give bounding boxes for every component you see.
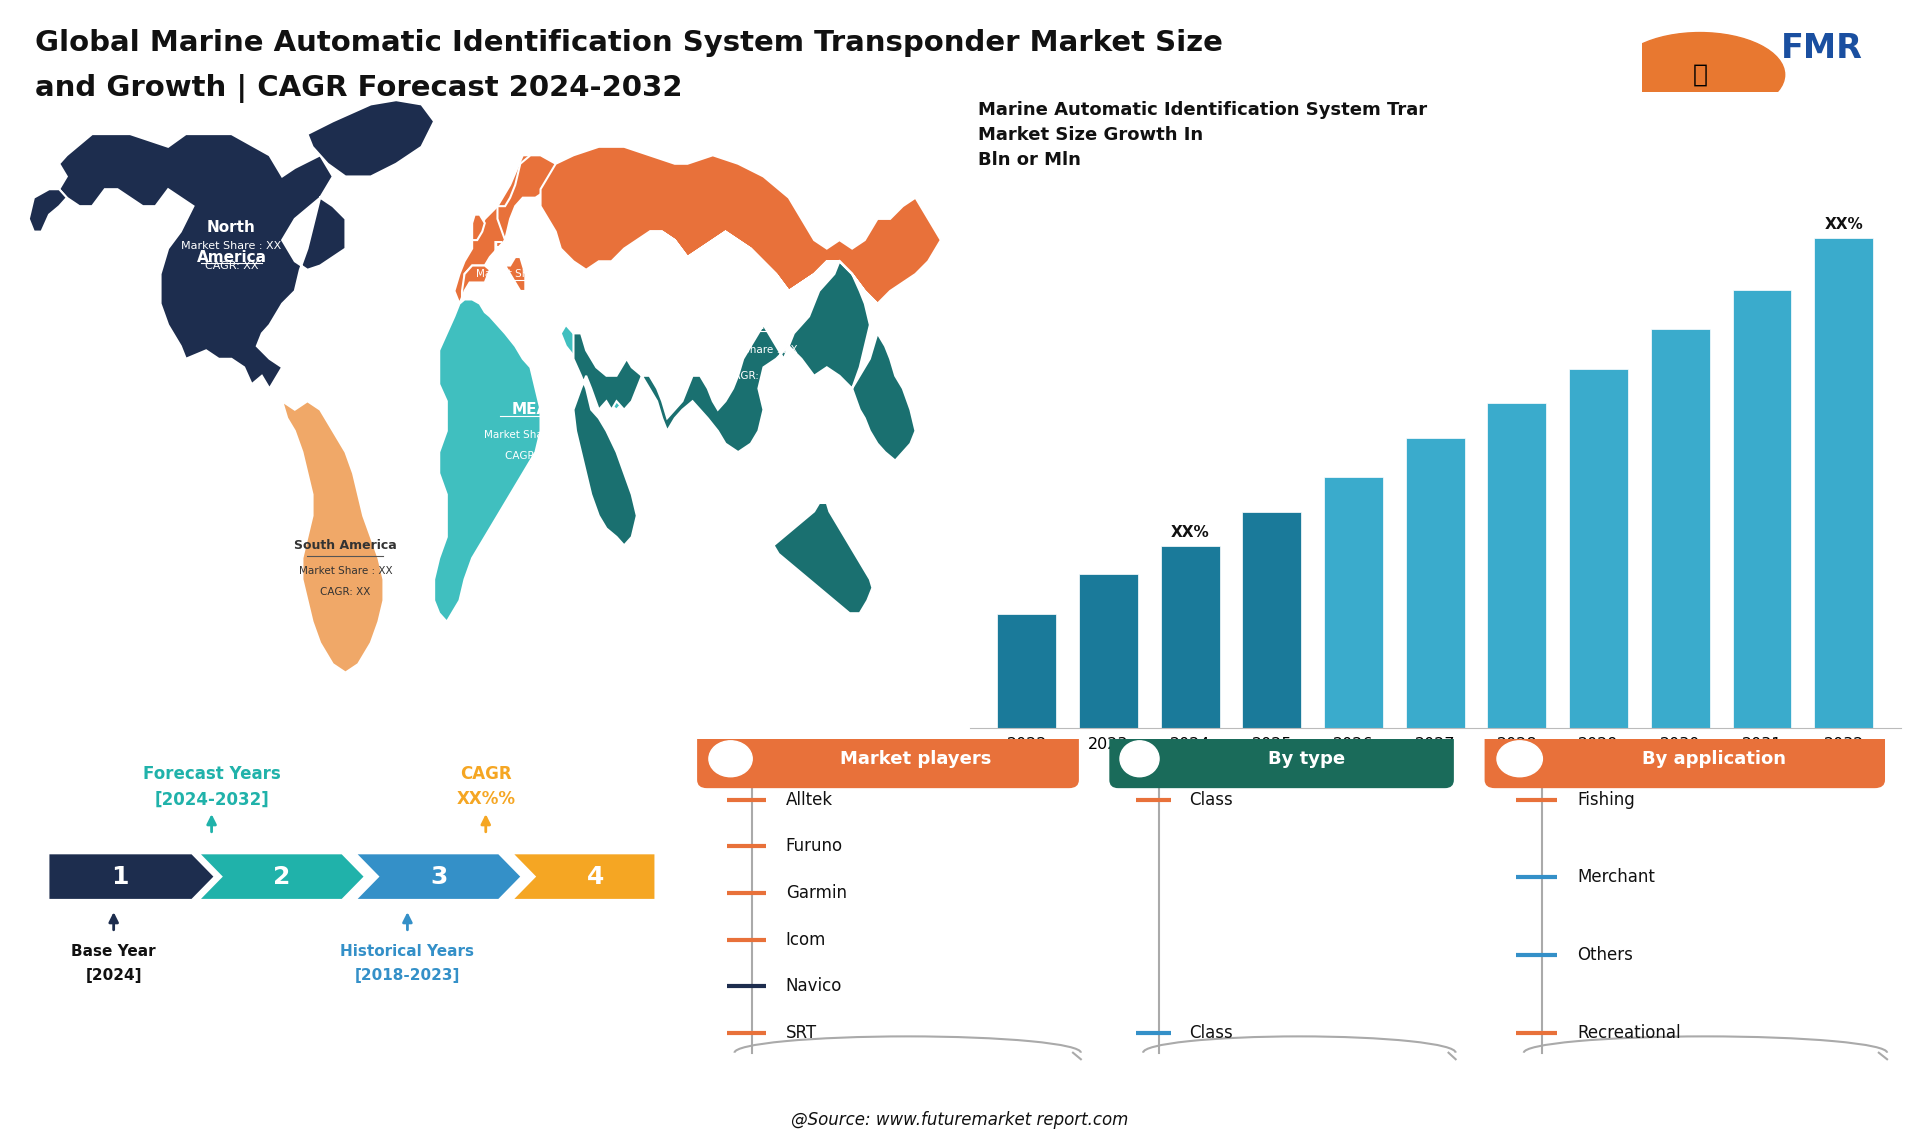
Polygon shape [472,214,484,241]
Polygon shape [307,100,434,176]
Text: XX%: XX% [1171,525,1210,540]
Text: CAGR: XX: CAGR: XX [505,452,555,462]
Text: 2: 2 [273,864,290,888]
Text: Class: Class [1188,791,1233,809]
Text: Market Share : XX: Market Share : XX [476,269,570,278]
Text: Icom: Icom [785,931,826,949]
Polygon shape [434,299,541,621]
Circle shape [1119,740,1160,777]
Bar [1405,438,1465,728]
Text: Class: Class [1188,1025,1233,1042]
Bar [1079,574,1139,728]
Circle shape [1615,32,1786,117]
Text: Market Share : XX: Market Share : XX [705,345,797,355]
Text: Forecast Years: Forecast Years [142,764,280,783]
Polygon shape [455,155,555,304]
Text: Furuno: Furuno [785,838,843,855]
Text: XX%: XX% [1824,218,1862,233]
Text: SRT: SRT [785,1025,816,1042]
FancyBboxPatch shape [697,729,1079,788]
Text: FUTURE MARKET REPORT: FUTURE MARKET REPORT [1766,100,1876,108]
Text: Others: Others [1578,947,1634,964]
Text: By application: By application [1642,749,1786,768]
Text: CAGR: XX: CAGR: XX [321,587,371,597]
Polygon shape [29,189,67,231]
Polygon shape [497,155,555,241]
Polygon shape [574,231,916,545]
Text: CAGR: CAGR [461,764,511,783]
Polygon shape [774,503,872,613]
Bar [1651,330,1709,728]
Text: Europe: Europe [493,241,553,256]
Text: Base Year: Base Year [71,944,156,959]
Text: Asia Pacific: Asia Pacific [703,317,799,332]
Polygon shape [513,854,655,900]
Text: America: America [196,250,267,265]
Text: CAGR: XX: CAGR: XX [497,290,547,300]
Text: 🔭: 🔭 [1692,63,1707,87]
Polygon shape [282,401,384,673]
Polygon shape [355,854,522,900]
Text: 3: 3 [430,864,447,888]
Text: Market Share : XX: Market Share : XX [300,566,392,575]
Polygon shape [541,147,941,304]
Text: and Growth | CAGR Forecast 2024-2032: and Growth | CAGR Forecast 2024-2032 [35,74,682,103]
Bar [1162,545,1219,728]
Bar [1814,238,1874,728]
Polygon shape [60,134,346,388]
Bar [996,614,1056,728]
Text: CAGR: XX: CAGR: XX [205,260,257,270]
Polygon shape [198,854,365,900]
Text: Recreational: Recreational [1578,1025,1682,1042]
Polygon shape [505,257,526,291]
Circle shape [1498,740,1542,777]
Bar [1325,478,1382,728]
Bar [1488,403,1546,728]
Circle shape [708,740,753,777]
Text: 1: 1 [111,864,129,888]
Bar [1732,290,1791,728]
Text: MEA: MEA [513,402,549,417]
Text: XX%%: XX%% [457,791,515,808]
Text: South America: South America [294,539,397,552]
Bar [1569,369,1628,728]
Text: [2024-2032]: [2024-2032] [154,791,269,808]
Text: @Source: www.futuremarket report.com: @Source: www.futuremarket report.com [791,1112,1129,1129]
Text: Alltek: Alltek [785,791,833,809]
Text: Fishing: Fishing [1578,791,1636,809]
Text: Merchant: Merchant [1578,869,1655,887]
Text: Market Share : XX: Market Share : XX [180,242,282,251]
Text: Market players: Market players [839,749,991,768]
FancyBboxPatch shape [1110,729,1453,788]
Polygon shape [561,325,632,409]
Text: Global Marine Automatic Identification System Transponder Market Size: Global Marine Automatic Identification S… [35,29,1223,56]
Text: Market Share : XX: Market Share : XX [484,430,578,440]
Text: Historical Years: Historical Years [340,944,474,959]
Text: [2018-2023]: [2018-2023] [355,967,461,982]
Text: By type: By type [1267,749,1346,768]
Text: Garmin: Garmin [785,884,847,902]
Text: FMR: FMR [1782,32,1862,65]
Text: [2024]: [2024] [84,967,142,982]
Text: North: North [207,220,255,235]
Text: Marine Automatic Identification System Trar
Market Size Growth In
Bln or Mln: Marine Automatic Identification System T… [977,102,1427,170]
Text: 4: 4 [588,864,605,888]
Text: CAGR: XX: CAGR: XX [726,371,776,380]
Bar [1242,511,1302,728]
Polygon shape [48,854,215,900]
FancyBboxPatch shape [1484,729,1885,788]
Text: Navico: Navico [785,978,843,996]
Polygon shape [463,266,490,299]
